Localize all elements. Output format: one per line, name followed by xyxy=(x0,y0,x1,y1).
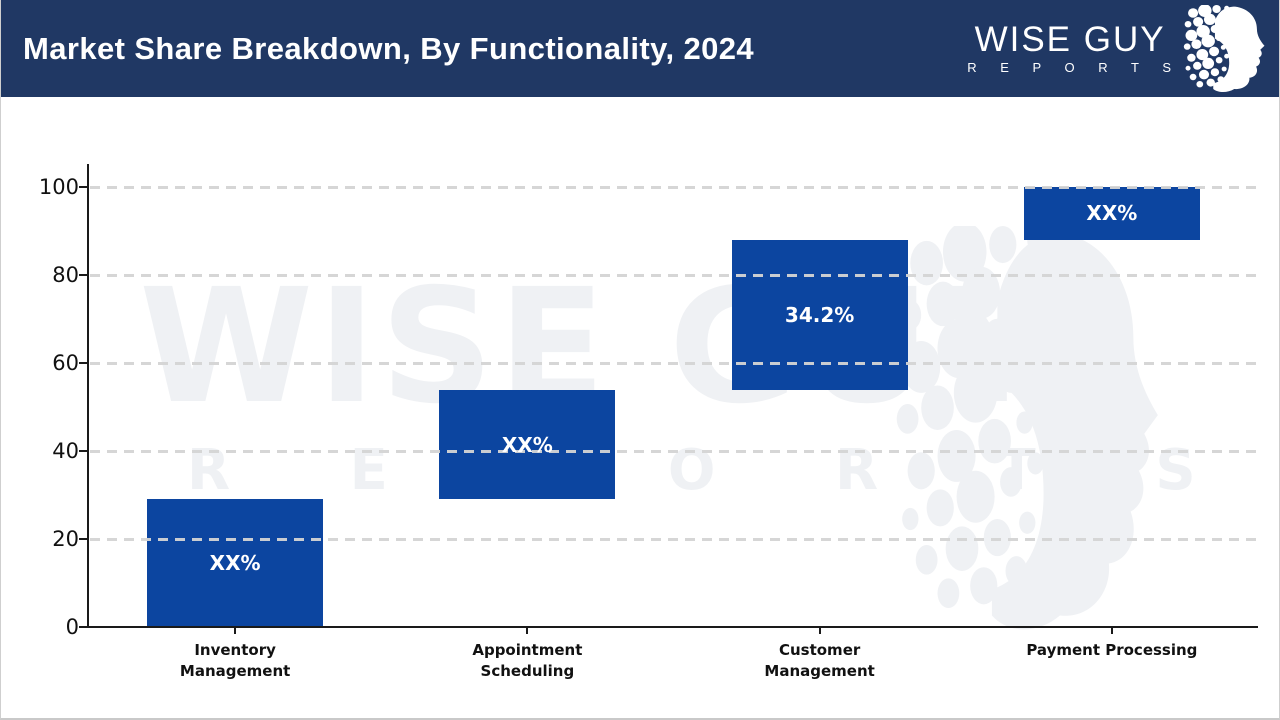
y-tick-label-60: 60 xyxy=(52,351,79,375)
y-tick-label-80: 80 xyxy=(52,263,79,287)
y-tick-mark-100 xyxy=(79,186,88,188)
gridline-80 xyxy=(90,273,1258,277)
y-tick-mark-40 xyxy=(79,450,88,452)
bar-value-label-1: XX% xyxy=(209,551,261,576)
bar-value-label-2: XX% xyxy=(501,432,553,457)
category-label-4: Payment Processing xyxy=(1026,641,1198,659)
x-tick-mark-3 xyxy=(818,628,821,634)
x-tick-mark-2 xyxy=(526,628,529,634)
y-tick-label-20: 20 xyxy=(52,527,79,551)
x-tick-mark-1 xyxy=(234,628,237,634)
wiseguy-logo: WISE GUY R E P O R T S xyxy=(959,4,1279,93)
y-tick-label-0: 0 xyxy=(65,615,79,639)
logo-wordmark: WISE GUY xyxy=(974,20,1166,59)
y-tick-mark-80 xyxy=(79,274,88,276)
waterfall-bar-2 xyxy=(439,390,616,500)
category-label-2: Appointment Scheduling xyxy=(472,641,583,680)
x-tick-mark-4 xyxy=(1110,628,1113,634)
y-tick-label-40: 40 xyxy=(52,439,79,463)
logo-text: WISE GUY R E P O R T S xyxy=(959,20,1181,76)
gridline-100 xyxy=(90,185,1258,189)
waterfall-bar-1 xyxy=(147,499,324,627)
logo-tagline: R E P O R T S xyxy=(967,60,1181,75)
gridline-40 xyxy=(90,449,1258,453)
gridline-20 xyxy=(90,537,1258,541)
page-title: Market Share Breakdown, By Functionality… xyxy=(23,30,755,66)
header-bar: Market Share Breakdown, By Functionality… xyxy=(1,0,1279,97)
waterfall-bar-3 xyxy=(731,239,908,391)
y-tick-mark-0 xyxy=(79,626,88,628)
y-tick-mark-60 xyxy=(79,362,88,364)
bar-value-label-4: XX% xyxy=(1086,201,1138,226)
y-tick-mark-20 xyxy=(79,538,88,540)
y-axis-spine xyxy=(87,164,89,628)
bar-value-label-3: 34.2% xyxy=(784,303,855,328)
x-axis-spine xyxy=(87,626,1258,628)
gridline-60 xyxy=(90,361,1258,365)
y-tick-label-100: 100 xyxy=(38,175,79,199)
category-label-1: Inventory Management xyxy=(179,641,291,680)
category-label-3: Customer Management xyxy=(764,641,875,680)
